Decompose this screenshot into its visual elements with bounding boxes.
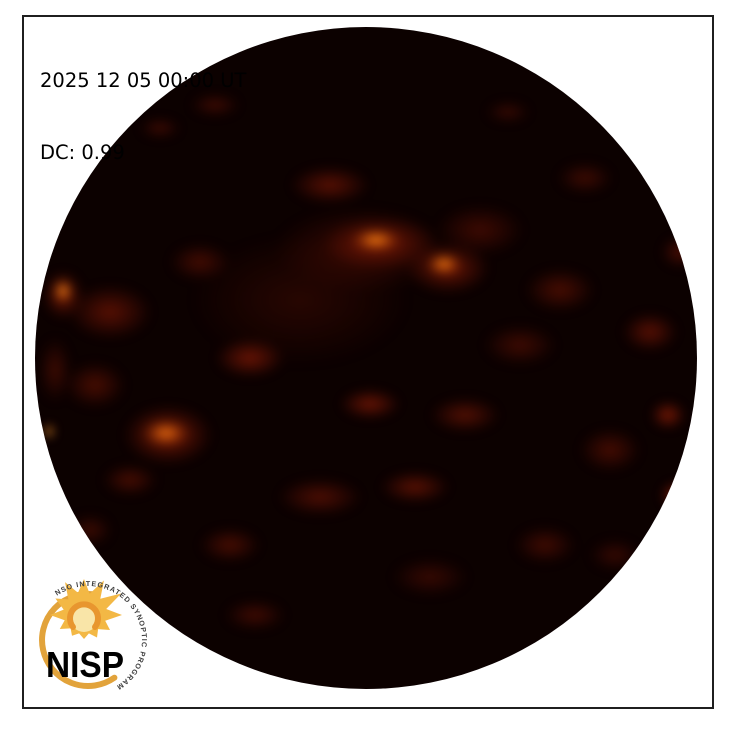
sun-core-icon bbox=[70, 604, 98, 632]
activity-blob bbox=[367, 465, 463, 509]
annotation-block: 2025 12 05 00:00 UT DC: 0.99 bbox=[40, 21, 246, 213]
activity-blob bbox=[202, 331, 298, 385]
activity-blob bbox=[644, 395, 692, 435]
activity-blob bbox=[55, 281, 71, 301]
activity-blob bbox=[378, 551, 482, 603]
activity-blob bbox=[503, 519, 587, 571]
timestamp-label: 2025 12 05 00:00 UT bbox=[40, 69, 247, 92]
activity-blob bbox=[512, 260, 608, 320]
duty-cycle-label: DC: 0.99 bbox=[40, 141, 125, 164]
activity-blob bbox=[158, 236, 242, 288]
activity-blob-layer bbox=[35, 27, 697, 689]
activity-blob bbox=[181, 89, 249, 121]
activity-blob bbox=[45, 428, 53, 438]
activity-blob bbox=[654, 476, 697, 514]
activity-blob bbox=[328, 383, 412, 425]
activity-blob bbox=[568, 420, 652, 480]
activity-blob bbox=[429, 255, 459, 273]
activity-blob bbox=[35, 325, 77, 415]
activity-blob bbox=[417, 391, 513, 439]
activity-blob bbox=[478, 97, 538, 127]
activity-blob bbox=[60, 508, 120, 552]
activity-blob bbox=[146, 422, 186, 444]
activity-blob bbox=[470, 317, 570, 373]
activity-blob bbox=[188, 521, 272, 569]
nisp-logo: NSO INTEGRATED SYNOPTIC PROGRAM NISP bbox=[39, 579, 148, 692]
activity-blob bbox=[262, 471, 378, 523]
activity-blob bbox=[580, 533, 650, 577]
activity-blob bbox=[354, 230, 398, 250]
activity-blob bbox=[547, 156, 623, 200]
activity-blob bbox=[132, 114, 188, 142]
activity-blob bbox=[654, 230, 697, 274]
sun-core-ring-icon bbox=[67, 601, 101, 630]
activity-blob bbox=[275, 159, 385, 211]
activity-blob bbox=[213, 594, 297, 636]
logo-acronym: NISP bbox=[46, 644, 124, 685]
solar-disk bbox=[35, 27, 697, 689]
activity-blob bbox=[612, 305, 688, 359]
